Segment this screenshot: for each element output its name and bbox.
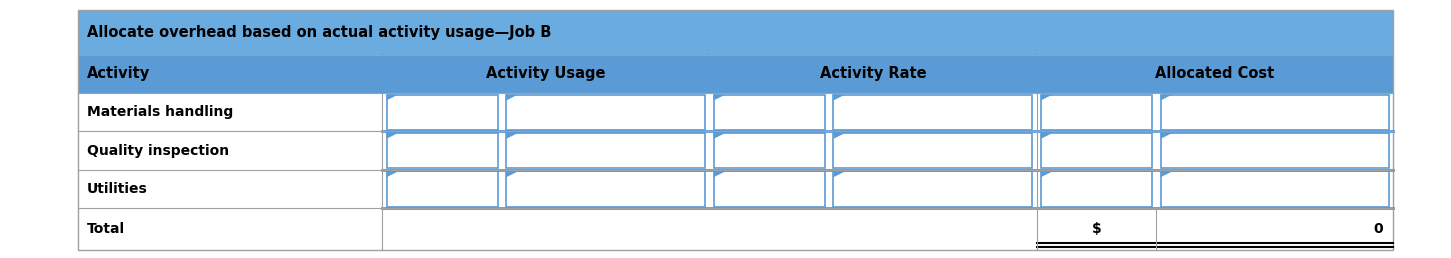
Bar xyxy=(78,55,1393,93)
Polygon shape xyxy=(506,95,518,100)
Bar xyxy=(78,170,1393,208)
Polygon shape xyxy=(1040,171,1052,177)
Polygon shape xyxy=(386,133,398,139)
Bar xyxy=(714,133,824,168)
Bar xyxy=(1161,95,1389,130)
Polygon shape xyxy=(506,133,518,139)
Bar xyxy=(1040,171,1152,207)
Polygon shape xyxy=(714,171,726,177)
Bar xyxy=(78,10,1393,55)
Bar xyxy=(714,95,824,130)
Bar xyxy=(386,171,498,207)
Bar xyxy=(506,171,705,207)
Polygon shape xyxy=(506,171,518,177)
Bar xyxy=(386,133,498,168)
Text: Activity Usage: Activity Usage xyxy=(486,66,605,82)
Bar xyxy=(1161,171,1389,207)
Text: Activity: Activity xyxy=(87,66,151,82)
Text: Total: Total xyxy=(87,222,125,236)
Bar xyxy=(1161,133,1389,168)
Polygon shape xyxy=(1161,133,1172,139)
Bar xyxy=(833,133,1032,168)
Text: Allocated Cost: Allocated Cost xyxy=(1155,66,1274,82)
Text: Materials handling: Materials handling xyxy=(87,105,234,119)
Bar xyxy=(1040,95,1152,130)
Polygon shape xyxy=(386,95,398,100)
Bar xyxy=(714,171,824,207)
Text: Utilities: Utilities xyxy=(87,182,148,196)
Polygon shape xyxy=(1040,95,1052,100)
Bar xyxy=(78,93,1393,132)
Polygon shape xyxy=(1161,171,1172,177)
Polygon shape xyxy=(714,95,726,100)
Polygon shape xyxy=(714,133,726,139)
Polygon shape xyxy=(1040,133,1052,139)
Text: Allocate overhead based on actual activity usage—Job B: Allocate overhead based on actual activi… xyxy=(87,25,551,40)
Bar xyxy=(833,171,1032,207)
Text: Activity Rate: Activity Rate xyxy=(820,66,926,82)
Bar xyxy=(1040,133,1152,168)
Text: $: $ xyxy=(1091,222,1101,236)
Bar xyxy=(506,133,705,168)
Bar xyxy=(833,95,1032,130)
Polygon shape xyxy=(833,171,844,177)
Bar xyxy=(386,95,498,130)
Polygon shape xyxy=(833,95,844,100)
Polygon shape xyxy=(1161,95,1172,100)
Bar xyxy=(78,132,1393,170)
Bar xyxy=(78,208,1393,250)
Polygon shape xyxy=(833,133,844,139)
Bar xyxy=(506,95,705,130)
Polygon shape xyxy=(386,171,398,177)
Text: Quality inspection: Quality inspection xyxy=(87,144,229,158)
Text: 0: 0 xyxy=(1373,222,1383,236)
